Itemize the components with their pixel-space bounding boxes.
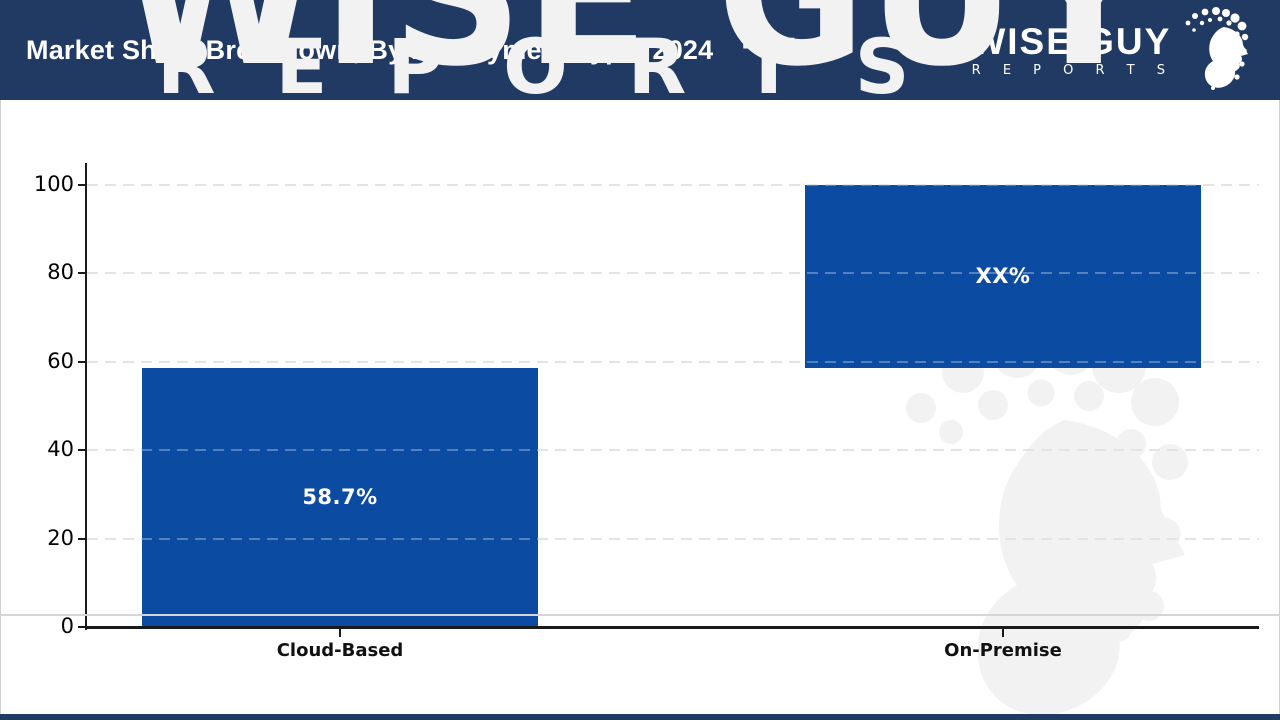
footer-bar [0,714,1280,720]
y-gridline [87,449,1259,452]
y-gridline-overlay [87,272,1259,275]
bar-value-label: 58.7% [302,485,378,510]
watermark-reports: REPORTS [157,22,970,111]
y-axis-line [85,163,87,630]
head-profile-icon [1185,7,1249,90]
brand-name: WISE GUY [970,21,1172,62]
y-gridline-overlay [87,449,1259,452]
y-gridline [87,360,1259,363]
brand-subname: R E P O R T S [971,63,1174,78]
y-axis-tick-label: 60 [47,348,74,373]
header-bar: Market Share Breakdown, By Deployment Ty… [0,0,1280,100]
x-axis-category-label: Cloud-Based [276,640,404,661]
y-axis-tick [78,626,86,628]
y-axis-tick [78,360,86,363]
y-axis-tick-label: 100 [33,172,74,196]
x-axis-category-label: On-Premise [944,640,1062,661]
y-gridline-overlay [87,537,1259,540]
y-axis-tick-label: 0 [60,614,74,638]
y-axis-tick [78,184,86,186]
y-gridline-overlay [87,360,1259,363]
x-axis-tick [1002,629,1004,637]
y-axis-tick-label: 40 [47,437,74,462]
y-axis-tick-label: 20 [47,525,74,550]
brand-logo: WISE GUY R E P O R T S [968,7,1254,93]
y-axis-tick [78,537,86,540]
x-axis-tick [339,629,341,637]
card-bottom-border [0,614,1280,616]
y-gridline [87,537,1259,540]
y-axis-tick-label: 80 [47,260,74,285]
y-gridline [87,272,1259,275]
y-axis-tick [78,449,86,452]
y-axis-tick [78,272,86,275]
bar-value-label: XX% [975,264,1031,289]
y-gridline [87,184,1259,186]
watermark-wordmark: WISE GUY [119,0,1152,110]
brand-logo-text: WISE GUY R E P O R T S [968,23,1174,77]
page-title: Market Share Breakdown, By Deployment Ty… [26,34,714,65]
bar-cloud-based: 58.7% [142,367,538,627]
y-gridline-overlay [87,184,1259,186]
x-axis-line [85,626,1259,629]
bar-on-premise: XX% [805,185,1201,368]
